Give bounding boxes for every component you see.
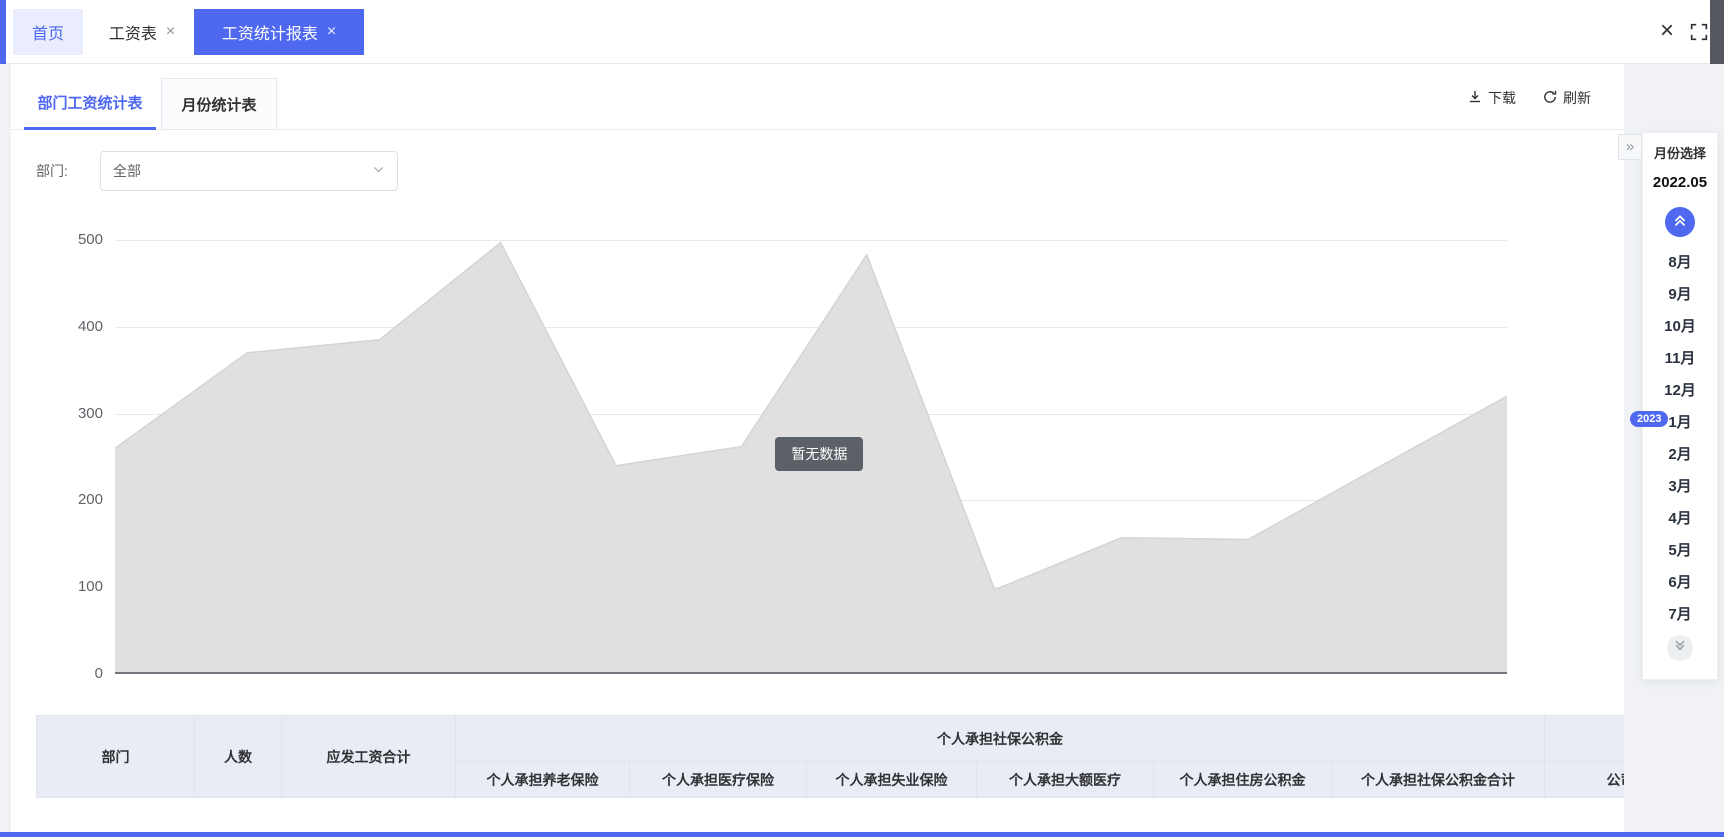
tab-home[interactable]: 首页 — [13, 9, 83, 55]
tab-month-stats[interactable]: 月份统计表 — [161, 78, 277, 130]
salary-table: 部门 人数 应发工资合计 个人承担社保公积金 个人承担养老保险 个人承担医疗保险… — [36, 715, 1624, 832]
close-tab-icon[interactable]: × — [165, 23, 176, 40]
y-axis-label: 100 — [77, 578, 103, 596]
chevron-down-icon — [372, 163, 385, 179]
download-button[interactable]: 下载 — [1467, 88, 1516, 108]
month-item-sep[interactable]: 9月 — [1668, 286, 1692, 303]
group-header-company — [1544, 715, 1624, 762]
window-corner — [1710, 0, 1724, 64]
month-item-feb[interactable]: 2月 — [1668, 446, 1692, 463]
tab-salary-table[interactable]: 工资表 × — [97, 9, 187, 55]
y-axis-label: 300 — [77, 404, 103, 422]
month-selector-panel: » 月份选择 2022.05 8月 9月 10月 11月 12月 1月 2月 3… — [1618, 132, 1718, 680]
salary-area-chart: 暂无数据 0 100 200 300 400 500 — [78, 231, 1507, 682]
month-item-may[interactable]: 5月 — [1668, 542, 1692, 559]
y-axis-label: 500 — [77, 231, 103, 248]
no-data-tooltip: 暂无数据 — [775, 437, 864, 472]
tab-salary-table-label: 工资表 — [108, 26, 157, 43]
close-tab-icon[interactable]: × — [326, 23, 337, 40]
col-department: 部门 — [36, 715, 195, 798]
col-personal-housing-fund: 个人承担住房公积金 — [1153, 761, 1332, 798]
month-item-oct[interactable]: 10月 — [1664, 318, 1696, 335]
left-accent-bar — [0, 0, 6, 64]
month-item-jun[interactable]: 6月 — [1668, 574, 1692, 591]
month-list: 8月 9月 10月 11月 12月 1月 2月 3月 4月 5月 6月 7月 — [1650, 247, 1710, 631]
refresh-button[interactable]: 刷新 — [1542, 88, 1591, 108]
y-axis-label: 400 — [77, 317, 103, 335]
col-gross-salary-total: 应发工资合计 — [281, 715, 456, 798]
grid-line — [115, 327, 1507, 328]
fullscreen-icon[interactable] — [1690, 23, 1708, 41]
month-item-jul[interactable]: 7月 — [1668, 606, 1692, 623]
scroll-down-button[interactable] — [1667, 635, 1693, 661]
col-headcount: 人数 — [194, 715, 282, 798]
tab-department-salary-stats-label: 部门工资统计表 — [37, 95, 143, 112]
year-badge: 2023 — [1630, 411, 1669, 427]
grid-line — [115, 240, 1507, 241]
x-axis-line — [115, 672, 1507, 674]
double-chevron-up-icon — [1671, 211, 1689, 234]
month-panel-title: 月份选择 — [1653, 146, 1706, 161]
report-tabstrip: 部门工资统计表 月份统计表 下载 刷新 — [11, 64, 1624, 130]
download-icon — [1467, 89, 1483, 108]
double-chevron-down-icon — [1672, 638, 1688, 659]
month-item-mar[interactable]: 3月 — [1668, 478, 1692, 495]
scroll-up-button[interactable] — [1665, 207, 1695, 237]
tab-month-stats-label: 月份统计表 — [181, 96, 257, 114]
tab-home-label: 首页 — [31, 26, 64, 43]
department-select-value: 全部 — [113, 163, 141, 179]
salary-table-wrap: 部门 人数 应发工资合计 个人承担社保公积金 个人承担养老保险 个人承担医疗保险… — [36, 715, 1624, 832]
top-tab-bar: 首页 工资表 × 工资统计报表 × × — [0, 0, 1724, 64]
bottom-accent-bar — [0, 832, 1724, 837]
tab-salary-report[interactable]: 工资统计报表 × — [194, 9, 364, 55]
col-personal-pension: 个人承担养老保险 — [455, 761, 630, 798]
month-item-nov[interactable]: 11月 — [1664, 350, 1696, 367]
col-company-borne: 公司承担 — [1544, 761, 1624, 798]
collapse-panel-button[interactable]: » — [1618, 134, 1642, 160]
department-select[interactable]: 全部 — [100, 151, 398, 191]
col-personal-unemployment: 个人承担失业保险 — [806, 761, 977, 798]
current-period: 2022.05 — [1652, 174, 1708, 191]
report-toolbar: 下载 刷新 — [1467, 88, 1591, 108]
refresh-label: 刷新 — [1563, 90, 1591, 106]
month-item-jan[interactable]: 1月 — [1668, 414, 1692, 431]
refresh-icon — [1542, 89, 1558, 108]
close-icon[interactable]: × — [1659, 17, 1674, 44]
table-empty-row — [36, 797, 1624, 832]
col-personal-medical: 个人承担医疗保险 — [629, 761, 807, 798]
department-filter-label: 部门: — [36, 163, 68, 179]
y-axis-label: 200 — [77, 491, 103, 509]
tab-salary-report-label: 工资统计报表 — [221, 26, 318, 43]
y-axis-label: 0 — [94, 665, 103, 682]
month-item-aug[interactable]: 8月 — [1668, 254, 1692, 271]
col-personal-total: 个人承担社保公积金合计 — [1331, 761, 1545, 798]
tab-department-salary-stats[interactable]: 部门工资统计表 — [24, 78, 156, 130]
download-label: 下载 — [1488, 90, 1516, 106]
month-item-apr[interactable]: 4月 — [1668, 510, 1692, 527]
month-item-dec[interactable]: 12月 — [1664, 382, 1696, 399]
report-card: 部门工资统计表 月份统计表 下载 刷新 — [11, 64, 1624, 832]
col-personal-major-medical: 个人承担大额医疗 — [976, 761, 1154, 798]
group-header-personal-social-insurance: 个人承担社保公积金 — [455, 715, 1545, 762]
